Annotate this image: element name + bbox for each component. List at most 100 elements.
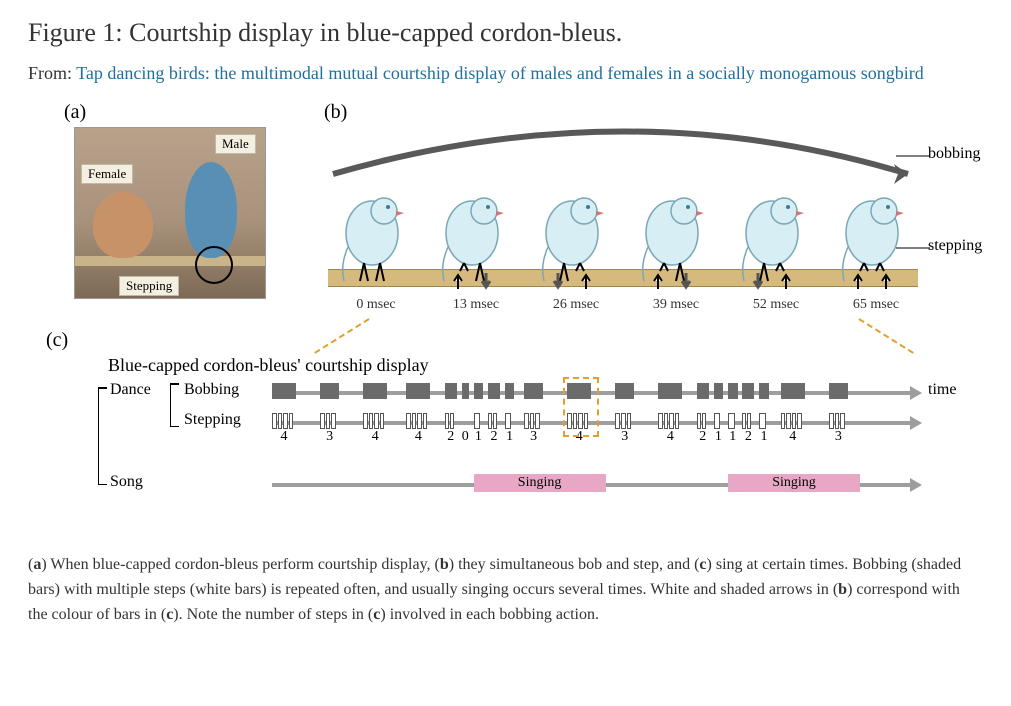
step-block	[283, 413, 288, 429]
source-link[interactable]: Tap dancing birds: the multimodal mutual…	[76, 63, 924, 83]
step-block	[380, 413, 385, 429]
step-block	[278, 413, 283, 429]
step-block	[829, 413, 834, 429]
bobbing-row-label: Bobbing	[184, 381, 239, 399]
bird-frame-3	[628, 177, 724, 317]
step-count: 3	[825, 429, 852, 445]
step-block	[289, 413, 294, 429]
bobbing-label: bobbing	[928, 145, 980, 163]
step-block	[835, 413, 840, 429]
step-block	[493, 413, 497, 429]
bobbing-block	[658, 383, 682, 399]
bobbing-block	[524, 383, 543, 399]
step-block	[535, 413, 540, 429]
dance-label: Dance	[110, 381, 151, 399]
step-block	[792, 413, 797, 429]
bobbing-block	[759, 383, 769, 399]
time-label-4: 52 msec	[728, 297, 824, 313]
step-block	[702, 413, 706, 429]
stepping-label-b: stepping	[928, 237, 982, 255]
panel-a-label: (a)	[64, 101, 86, 124]
step-block	[505, 413, 512, 429]
bird-frame-1	[428, 177, 524, 317]
bobbing-block	[505, 383, 515, 399]
stepping-tag: Stepping	[119, 276, 179, 296]
time-label-2: 26 msec	[528, 297, 624, 313]
bobbing-block	[829, 383, 848, 399]
step-block	[374, 413, 379, 429]
bobbing-block	[488, 383, 500, 399]
figure-composite: (a) (b) (c) Female Male Stepping 0 msec1…	[28, 101, 983, 541]
step-block	[664, 413, 669, 429]
step-count: 1	[501, 429, 519, 445]
stepping-circle	[195, 246, 233, 284]
bobbing-block	[728, 383, 738, 399]
step-block	[423, 413, 428, 429]
step-block	[759, 413, 766, 429]
step-block	[445, 413, 449, 429]
bobbing-block	[697, 383, 709, 399]
step-count: 4	[359, 429, 391, 445]
time-label-0: 0 msec	[328, 297, 424, 313]
step-block	[627, 413, 632, 429]
step-block	[369, 413, 374, 429]
panel-b: 0 msec13 msec26 msec39 msec52 msec65 mse…	[328, 119, 968, 329]
step-block	[615, 413, 620, 429]
step-block	[675, 413, 680, 429]
step-block	[406, 413, 411, 429]
bracket-outer	[98, 387, 99, 485]
step-count: 4	[402, 429, 434, 445]
step-block	[786, 413, 791, 429]
female-tag: Female	[81, 164, 133, 184]
bobbing-block	[781, 383, 805, 399]
source-line: From: Tap dancing birds: the multimodal …	[28, 60, 983, 87]
step-block	[840, 413, 845, 429]
bobbing-block	[363, 383, 387, 399]
step-block	[412, 413, 417, 429]
step-block	[697, 413, 701, 429]
bobbing-block	[462, 383, 469, 399]
step-block	[331, 413, 336, 429]
bobbing-block	[406, 383, 430, 399]
stepping-row-label: Stepping	[184, 411, 241, 429]
step-count: 4	[777, 429, 809, 445]
male-bird	[185, 162, 237, 258]
step-block	[742, 413, 746, 429]
time-label-3: 39 msec	[628, 297, 724, 313]
step-count: 3	[520, 429, 547, 445]
bobbing-block	[742, 383, 754, 399]
panel-a-photo: Female Male Stepping	[74, 127, 266, 299]
step-count: 3	[611, 429, 638, 445]
figure-title: Figure 1: Courtship display in blue-capp…	[28, 18, 983, 48]
bird-frame-4	[728, 177, 824, 317]
step-block	[450, 413, 454, 429]
highlight-box	[563, 377, 599, 437]
panel-c-title: Blue-capped cordon-bleus' courtship disp…	[108, 355, 429, 376]
step-block	[714, 413, 721, 429]
bobbing-block	[714, 383, 724, 399]
bobbing-block	[272, 383, 296, 399]
female-bird	[93, 192, 153, 258]
step-block	[781, 413, 786, 429]
singing-block: Singing	[728, 474, 860, 492]
step-count: 4	[268, 429, 300, 445]
bracket-inner	[170, 383, 171, 427]
song-label: Song	[110, 473, 143, 491]
step-block	[488, 413, 492, 429]
time-label-5: 65 msec	[828, 297, 924, 313]
step-block	[747, 413, 751, 429]
step-block	[363, 413, 368, 429]
bobbing-block	[445, 383, 457, 399]
step-block	[669, 413, 674, 429]
step-block	[417, 413, 422, 429]
step-block	[530, 413, 535, 429]
bobbing-leader	[896, 151, 930, 161]
step-count: 1	[755, 429, 773, 445]
male-tag: Male	[215, 134, 256, 154]
step-block	[326, 413, 331, 429]
bobbing-block	[474, 383, 484, 399]
step-count: 3	[316, 429, 343, 445]
figure-caption: (a) When blue-capped cordon-bleus perfor…	[28, 553, 983, 627]
from-prefix: From:	[28, 63, 76, 83]
step-block	[524, 413, 529, 429]
